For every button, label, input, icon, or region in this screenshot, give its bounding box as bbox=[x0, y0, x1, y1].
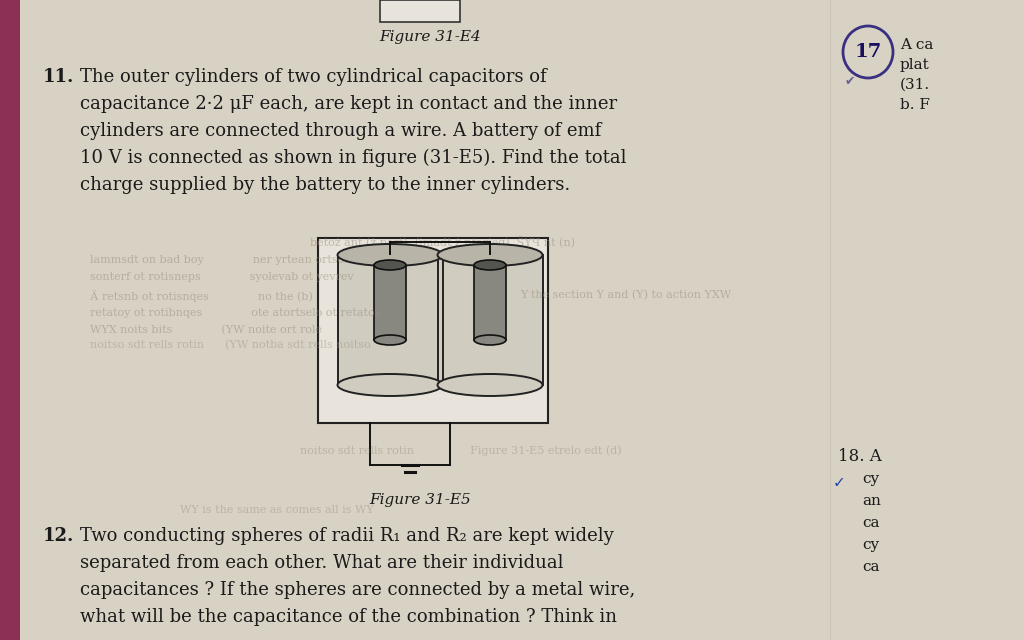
Text: cy: cy bbox=[862, 472, 880, 486]
Text: retatoy ot rotibnqes              ote atortselo ot retatoy: retatoy ot rotibnqes ote atortselo ot re… bbox=[90, 308, 381, 318]
Ellipse shape bbox=[338, 374, 442, 396]
Text: WY is the same as comes all is WY: WY is the same as comes all is WY bbox=[180, 505, 374, 515]
Text: charge supplied by the battery to the inner cylinders.: charge supplied by the battery to the in… bbox=[80, 176, 570, 194]
Ellipse shape bbox=[374, 335, 406, 345]
Bar bbox=[374, 265, 406, 340]
Text: sonterf ot rotisneps              syolevab ot yevrev: sonterf ot rotisneps syolevab ot yevrev bbox=[90, 272, 353, 282]
Text: separated from each other. What are their individual: separated from each other. What are thei… bbox=[80, 554, 563, 572]
Text: Y the section Y and (Y) to action YXW: Y the section Y and (Y) to action YXW bbox=[520, 290, 731, 300]
Text: capacitances ? If the spheres are connected by a metal wire,: capacitances ? If the spheres are connec… bbox=[80, 581, 635, 599]
Text: 17: 17 bbox=[854, 43, 882, 61]
Text: what will be the capacitance of the combination ? Think in: what will be the capacitance of the comb… bbox=[80, 608, 617, 626]
Text: ca: ca bbox=[862, 516, 880, 530]
Bar bbox=[0, 0, 20, 640]
Text: ca: ca bbox=[862, 560, 880, 574]
Text: 18. A: 18. A bbox=[838, 448, 882, 465]
Text: Two conducting spheres of radii R₁ and R₂ are kept widely: Two conducting spheres of radii R₁ and R… bbox=[80, 527, 613, 545]
Bar bbox=[437, 255, 543, 385]
Text: 11.: 11. bbox=[43, 68, 75, 86]
Ellipse shape bbox=[474, 260, 506, 270]
Text: A ca: A ca bbox=[900, 38, 933, 52]
Text: cylinders are connected through a wire. A battery of emf: cylinders are connected through a wire. … bbox=[80, 122, 601, 140]
Text: The outer cylinders of two cylindrical capacitors of: The outer cylinders of two cylindrical c… bbox=[80, 68, 547, 86]
Text: noitso sdt rells rotin                Figure 31-E5 etrelo edt (d): noitso sdt rells rotin Figure 31-E5 etre… bbox=[300, 445, 622, 456]
Text: plat: plat bbox=[900, 58, 930, 72]
Bar bbox=[380, 0, 460, 22]
Text: WYX noits bits              (YW noite ort role: WYX noits bits (YW noite ort role bbox=[90, 325, 322, 335]
Text: Ӓ retsnb ot rotisnqes              no the (b): Ӓ retsnb ot rotisnqes no the (b) bbox=[90, 290, 313, 302]
Text: ✔: ✔ bbox=[845, 75, 855, 88]
Ellipse shape bbox=[374, 260, 406, 270]
Ellipse shape bbox=[474, 335, 506, 345]
Text: betoż ant (ż part) ,(imadt ż ntarieq), ŠYЧ nt (n): betoż ant (ż part) ,(imadt ż ntarieq), Š… bbox=[310, 235, 575, 248]
Text: Figure 31-E5: Figure 31-E5 bbox=[369, 493, 471, 507]
Bar bbox=[338, 255, 442, 385]
Text: cy: cy bbox=[862, 538, 880, 552]
Bar bbox=[474, 265, 506, 340]
Text: capacitance 2·2 μF each, are kept in contact and the inner: capacitance 2·2 μF each, are kept in con… bbox=[80, 95, 617, 113]
Text: 10 V is connected as shown in figure (31-E5). Find the total: 10 V is connected as shown in figure (31… bbox=[80, 149, 627, 167]
Text: an: an bbox=[862, 494, 881, 508]
Text: 12.: 12. bbox=[43, 527, 75, 545]
Text: b. F: b. F bbox=[900, 98, 930, 112]
Text: lammsdt on bad boy              ner yrtean ortsola: lammsdt on bad boy ner yrtean ortsola bbox=[90, 255, 354, 265]
Ellipse shape bbox=[437, 244, 543, 266]
Ellipse shape bbox=[338, 244, 442, 266]
Text: Figure 31-E4: Figure 31-E4 bbox=[379, 30, 481, 44]
Ellipse shape bbox=[437, 374, 543, 396]
Text: ✓: ✓ bbox=[833, 475, 846, 490]
Text: noitso sdt rells rotin      (YW notba sdt rells noitso: noitso sdt rells rotin (YW notba sdt rel… bbox=[90, 340, 371, 350]
Bar bbox=[318, 238, 548, 423]
Text: (31.: (31. bbox=[900, 78, 930, 92]
